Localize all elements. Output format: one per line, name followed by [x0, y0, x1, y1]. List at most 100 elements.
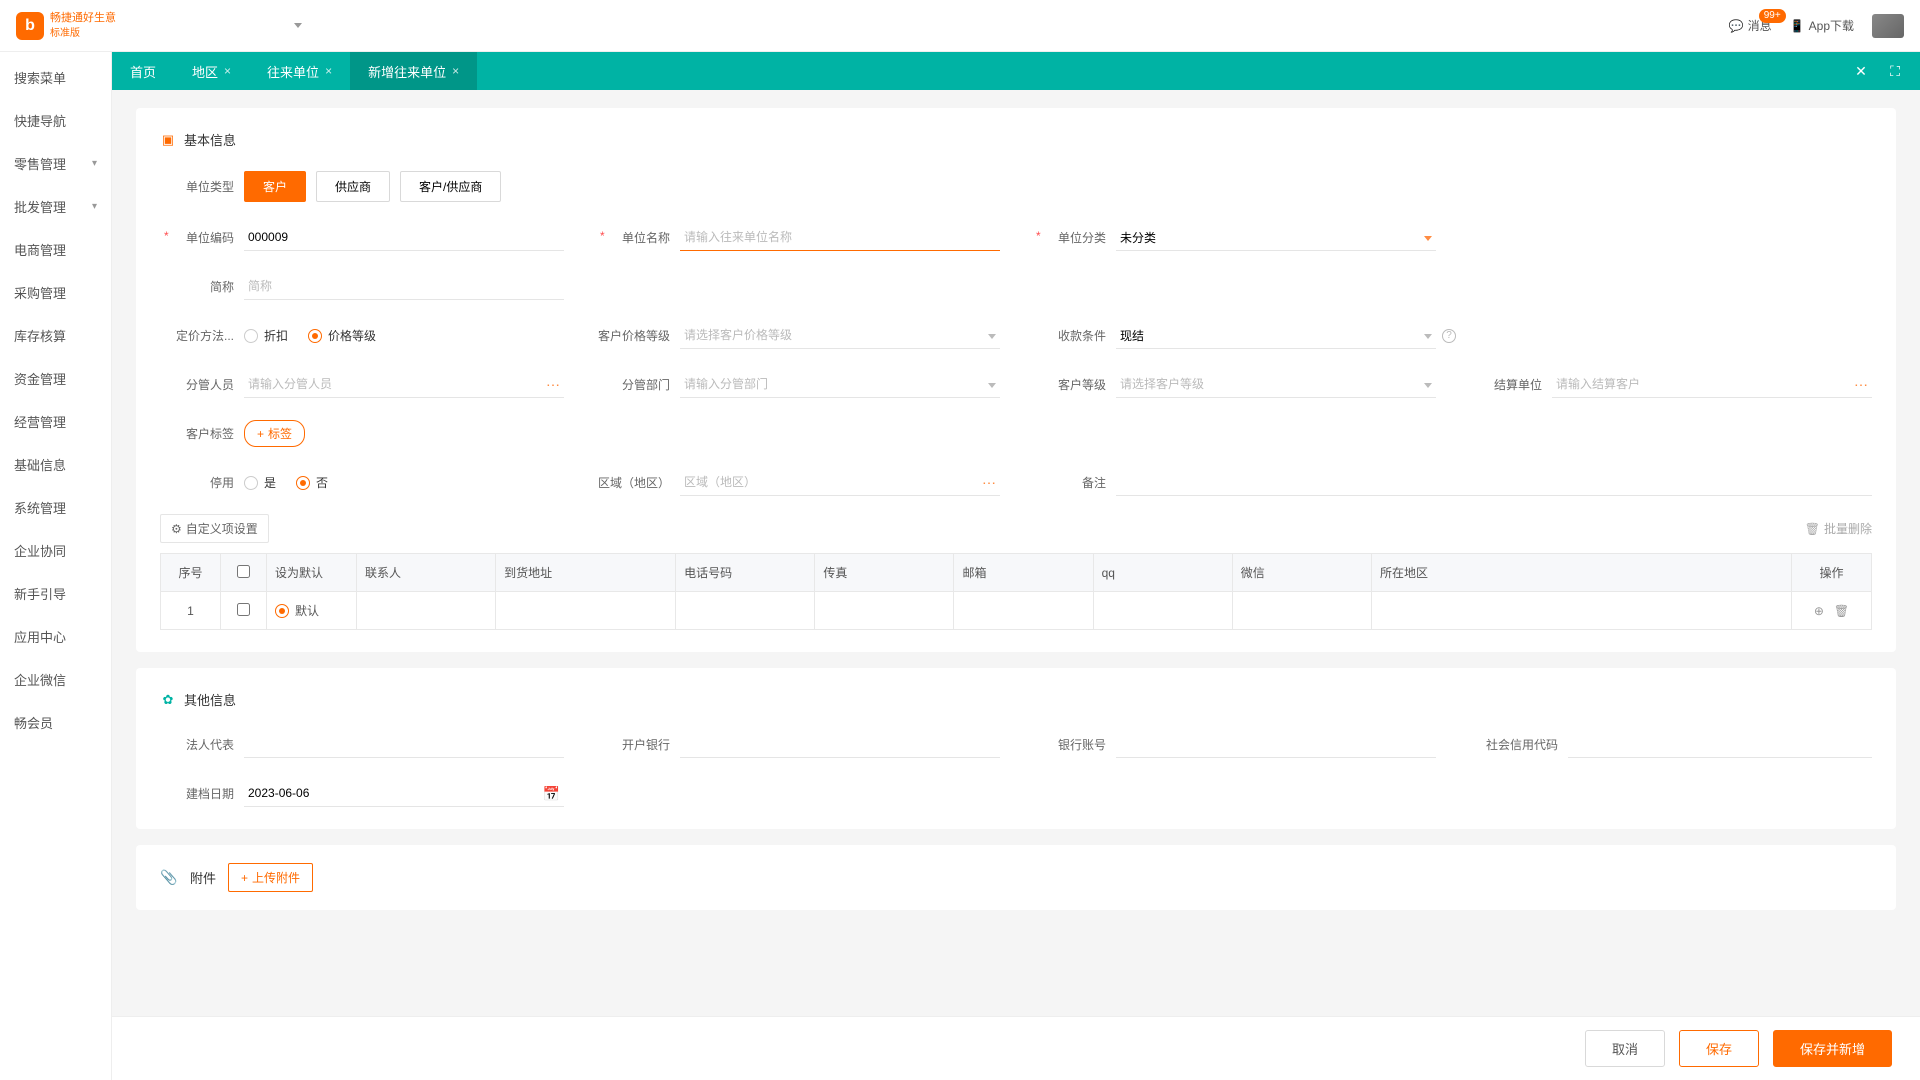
close-icon[interactable]: × [452, 64, 459, 78]
row-default-radio[interactable]: 默认 [275, 602, 348, 619]
disabled-no-radio[interactable]: 否 [296, 474, 328, 491]
help-icon[interactable]: ? [1442, 329, 1456, 343]
custom-setting-button[interactable]: ⚙自定义项设置 [160, 514, 269, 543]
save-and-add-button[interactable]: 保存并新增 [1773, 1030, 1892, 1067]
sidebar-item[interactable]: 零售管理▾ [0, 142, 111, 185]
basic-info-panel: ▣ 基本信息 单位类型 客户 供应商 客户/供应商 单位编码 [136, 108, 1896, 652]
code-input[interactable] [244, 224, 564, 251]
disabled-yes-radio[interactable]: 是 [244, 474, 276, 491]
app-download-button[interactable]: 📱 App下载 [1790, 17, 1854, 34]
region-input[interactable] [680, 469, 1000, 496]
sidebar-item[interactable]: 系统管理 [0, 486, 111, 529]
cell-fax[interactable] [815, 592, 954, 630]
sidebar-item[interactable]: 资金管理 [0, 357, 111, 400]
close-icon[interactable]: × [224, 64, 231, 78]
receipt-label: 收款条件 [1032, 327, 1116, 344]
tab[interactable]: 地区 × [174, 52, 249, 90]
th-region: 所在地区 [1372, 554, 1792, 592]
check-all[interactable] [237, 565, 250, 578]
cell-email[interactable] [954, 592, 1093, 630]
short-input[interactable] [244, 273, 564, 300]
company-select[interactable] [166, 23, 302, 28]
unit-type-both[interactable]: 客户/供应商 [400, 171, 501, 202]
tab[interactable]: 新增往来单位 × [350, 52, 477, 90]
messages-button[interactable]: 💬 消息 99+ [1729, 17, 1772, 34]
section-icon: ✿ [160, 692, 176, 708]
sidebar-item[interactable]: 基础信息 [0, 443, 111, 486]
sidebar-item[interactable]: 企业微信 [0, 658, 111, 701]
fullscreen-button[interactable]: ⛶ [1882, 58, 1908, 84]
more-icon[interactable]: ⋯ [982, 474, 996, 491]
sidebar-item-label: 库存核算 [14, 326, 66, 345]
receipt-select[interactable] [1116, 322, 1436, 349]
unit-type-customer[interactable]: 客户 [244, 171, 306, 202]
sidebar-item[interactable]: 电商管理 [0, 228, 111, 271]
unit-type-supplier[interactable]: 供应商 [316, 171, 390, 202]
delete-row-icon[interactable]: 🗑 [1834, 604, 1849, 618]
account-input[interactable] [1116, 731, 1436, 758]
plus-icon: + [241, 871, 248, 885]
more-icon[interactable]: ⋯ [1854, 376, 1868, 393]
sidebar-item[interactable]: 应用中心 [0, 615, 111, 658]
sidebar-item[interactable]: 企业协同 [0, 529, 111, 572]
legal-label: 法人代表 [160, 736, 244, 753]
section-title-basic: 基本信息 [184, 130, 236, 149]
save-button[interactable]: 保存 [1679, 1030, 1759, 1067]
more-icon[interactable]: ⋯ [546, 376, 560, 393]
cell-wechat[interactable] [1232, 592, 1371, 630]
legal-input[interactable] [244, 731, 564, 758]
sidebar-item[interactable]: 库存核算 [0, 314, 111, 357]
sidebar-item[interactable]: 经营管理 [0, 400, 111, 443]
sidebar-item[interactable]: 搜索菜单 [0, 56, 111, 99]
close-icon[interactable]: × [325, 64, 332, 78]
sidebar-item[interactable]: 批发管理▾ [0, 185, 111, 228]
sidebar-item-label: 系统管理 [14, 498, 66, 517]
sidebar-item[interactable]: 新手引导 [0, 572, 111, 615]
pricing-level-radio[interactable]: 价格等级 [308, 327, 376, 344]
create-date-input[interactable] [244, 780, 564, 807]
cell-contact[interactable] [357, 592, 496, 630]
credit-input[interactable] [1568, 731, 1872, 758]
top-header: b 畅捷通好生意 标准版 💬 消息 99+ 📱 App下载 [0, 0, 1920, 52]
remark-input[interactable] [1116, 469, 1872, 496]
tab-label: 地区 [192, 62, 218, 81]
sidebar-item[interactable]: 采购管理 [0, 271, 111, 314]
settle-input[interactable] [1552, 371, 1872, 398]
calendar-icon[interactable]: 📅 [543, 785, 560, 802]
batch-delete-button[interactable]: 🗑批量删除 [1805, 520, 1872, 537]
cell-addr[interactable] [496, 592, 676, 630]
cust-level-select[interactable] [1116, 371, 1436, 398]
th-contact: 联系人 [357, 554, 496, 592]
dept-select[interactable] [680, 371, 1000, 398]
close-all-tabs-button[interactable]: ✕ [1848, 58, 1874, 84]
sidebar-item-label: 基础信息 [14, 455, 66, 474]
sidebar-item[interactable]: 畅会员 [0, 701, 111, 744]
attachments-label: 附件 [190, 868, 216, 887]
cancel-button[interactable]: 取消 [1585, 1030, 1665, 1067]
add-tag-button[interactable]: +标签 [244, 420, 305, 447]
cell-qq[interactable] [1093, 592, 1232, 630]
person-input[interactable] [244, 371, 564, 398]
tab-label: 新增往来单位 [368, 62, 446, 81]
cell-default: 默认 [267, 592, 357, 630]
name-input[interactable] [680, 224, 1000, 251]
sidebar-item-label: 批发管理 [14, 197, 66, 216]
price-level-select[interactable] [680, 322, 1000, 349]
section-icon: ▣ [160, 132, 176, 148]
avatar[interactable] [1872, 14, 1904, 38]
th-default: 设为默认 [267, 554, 357, 592]
upload-attachment-button[interactable]: +上传附件 [228, 863, 313, 892]
pricing-discount-radio[interactable]: 折扣 [244, 327, 288, 344]
cell-phone[interactable] [676, 592, 815, 630]
tab[interactable]: 往来单位 × [249, 52, 350, 90]
category-select[interactable] [1116, 224, 1436, 251]
sidebar-item[interactable]: 快捷导航 [0, 99, 111, 142]
attachments-panel: 📎 附件 +上传附件 [136, 845, 1896, 910]
th-check [221, 554, 267, 592]
row-checkbox[interactable] [237, 603, 250, 616]
tab[interactable]: 首页 [112, 52, 174, 90]
add-row-icon[interactable]: ⊕ [1814, 604, 1824, 618]
cell-region[interactable] [1372, 592, 1792, 630]
tab-label: 往来单位 [267, 62, 319, 81]
bank-input[interactable] [680, 731, 1000, 758]
